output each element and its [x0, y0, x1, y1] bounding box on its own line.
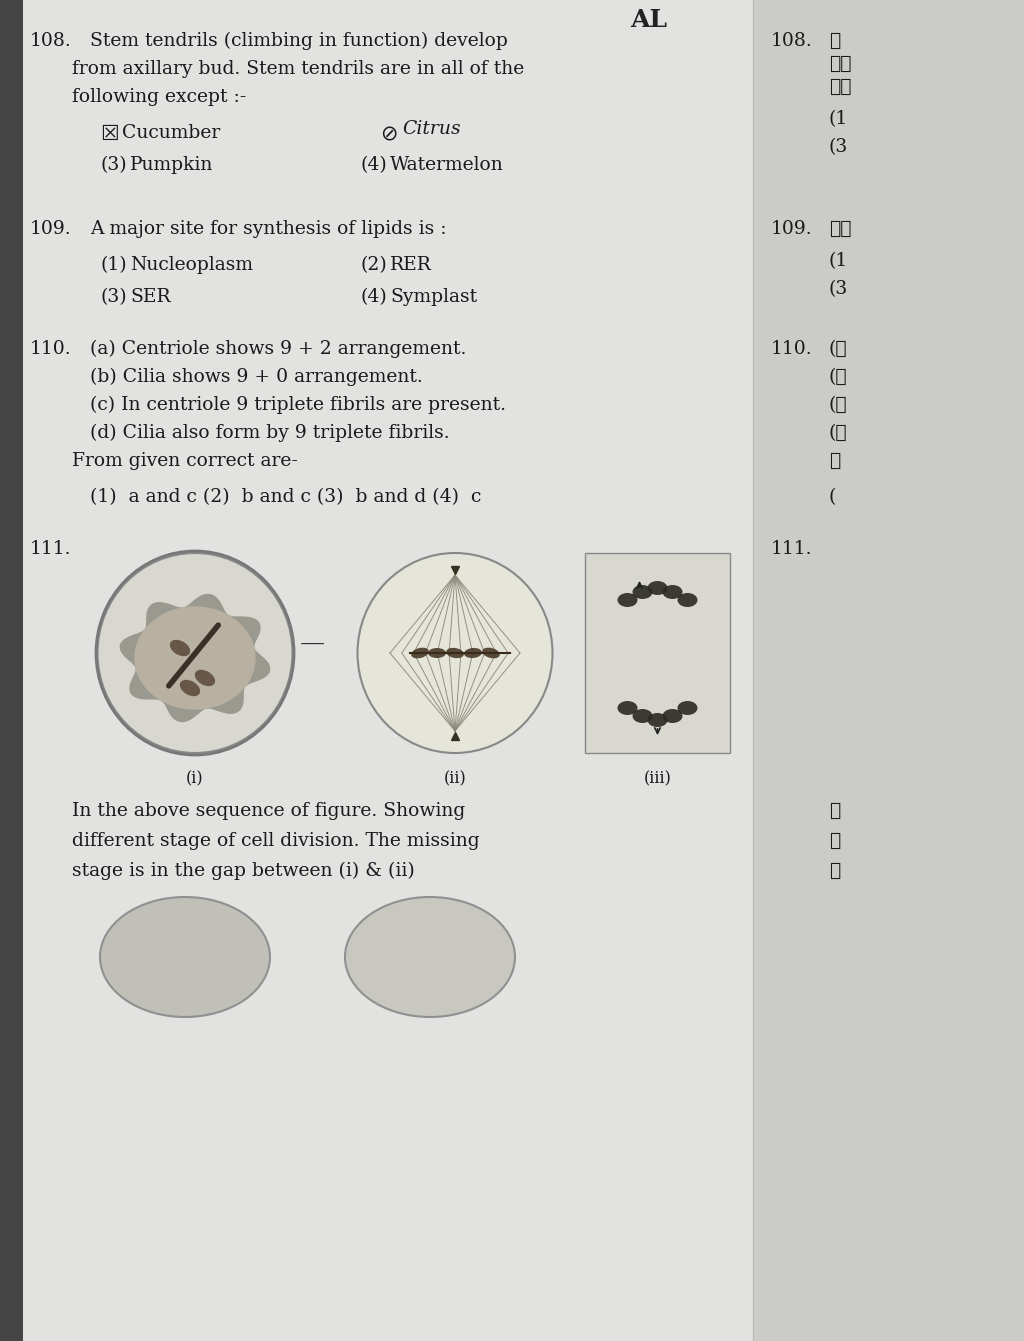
Text: Symplast: Symplast [390, 288, 477, 306]
Text: 108.: 108. [30, 32, 72, 50]
Polygon shape [120, 594, 269, 721]
Ellipse shape [412, 648, 429, 658]
Text: (3): (3) [100, 288, 127, 306]
Text: AL: AL [630, 8, 667, 32]
Text: Cucumber: Cucumber [122, 123, 220, 142]
Text: (ब: (ब [828, 367, 847, 386]
Text: From given correct are-: From given correct are- [72, 452, 298, 469]
Text: (d) Cilia also form by 9 triplete fibrils.: (d) Cilia also form by 9 triplete fibril… [90, 424, 450, 443]
Ellipse shape [633, 585, 652, 599]
Text: (4): (4) [360, 288, 387, 306]
Text: ⊘: ⊘ [380, 123, 397, 143]
Text: (1): (1) [100, 256, 127, 274]
Text: 109.: 109. [771, 220, 812, 237]
Ellipse shape [617, 701, 638, 715]
FancyBboxPatch shape [585, 552, 730, 754]
Ellipse shape [647, 713, 668, 727]
Text: 110.: 110. [30, 341, 72, 358]
Text: (c) In centriole 9 triplete fibrils are present.: (c) In centriole 9 triplete fibrils are … [90, 396, 506, 414]
Ellipse shape [464, 648, 482, 658]
Bar [753, 0, 1024, 1341]
Text: ☒: ☒ [100, 123, 119, 143]
Ellipse shape [647, 581, 668, 595]
Text: (a) Centriole shows 9 + 2 arrangement.: (a) Centriole shows 9 + 2 arrangement. [90, 341, 466, 358]
Text: 108.: 108. [771, 32, 812, 50]
Text: बा: बा [828, 220, 851, 237]
Text: 110.: 110. [771, 341, 812, 358]
Text: from axillary bud. Stem tendrils are in all of the: from axillary bud. Stem tendrils are in … [72, 60, 524, 78]
Ellipse shape [633, 709, 652, 723]
Text: Pumpkin: Pumpkin [130, 156, 213, 174]
Ellipse shape [663, 585, 683, 599]
Text: —: — [299, 632, 325, 654]
Ellipse shape [482, 648, 500, 658]
Ellipse shape [170, 640, 190, 656]
Ellipse shape [100, 897, 270, 1016]
Text: आ: आ [828, 831, 840, 850]
Text: फ: फ [828, 802, 840, 819]
Text: 109.: 109. [30, 220, 72, 237]
Text: Watermelon: Watermelon [390, 156, 504, 174]
Ellipse shape [180, 680, 200, 696]
Text: (: ( [828, 488, 836, 506]
Text: (3): (3) [100, 156, 127, 174]
Text: से: से [828, 55, 851, 72]
Text: (ii): (ii) [443, 770, 466, 787]
Text: (1: (1 [828, 252, 848, 270]
Text: (स: (स [828, 396, 847, 414]
Ellipse shape [678, 593, 697, 607]
Text: (द: (द [828, 424, 847, 443]
Ellipse shape [345, 897, 515, 1016]
Text: (1: (1 [828, 110, 848, 127]
Text: (b) Cilia shows 9 + 0 arrangement.: (b) Cilia shows 9 + 0 arrangement. [90, 367, 423, 386]
Polygon shape [135, 607, 255, 709]
Text: 111.: 111. [30, 540, 72, 558]
Bar [0, 0, 753, 1341]
Text: Stem tendrils (climbing in function) develop: Stem tendrils (climbing in function) dev… [90, 32, 508, 50]
Text: Nucleoplasm: Nucleoplasm [130, 256, 253, 274]
Text: (3: (3 [828, 280, 848, 298]
Text: In the above sequence of figure. Showing: In the above sequence of figure. Showing [72, 802, 465, 819]
Text: Citrus: Citrus [402, 119, 461, 138]
Ellipse shape [617, 593, 638, 607]
Text: (4): (4) [360, 156, 387, 174]
Text: (3: (3 [828, 138, 848, 156]
Text: उ: उ [828, 452, 840, 469]
Ellipse shape [446, 648, 464, 658]
Ellipse shape [663, 709, 683, 723]
Text: (i): (i) [186, 770, 204, 787]
Text: following except :-: following except :- [72, 89, 246, 106]
Bar [0, 0, 23, 1341]
Text: अ: अ [828, 32, 840, 50]
Ellipse shape [428, 648, 446, 658]
Ellipse shape [97, 552, 293, 754]
Text: different stage of cell division. The missing: different stage of cell division. The mi… [72, 831, 479, 850]
Text: (अ: (अ [828, 341, 847, 358]
Text: ठ: ठ [828, 862, 840, 880]
Text: (iii): (iii) [643, 770, 672, 787]
Text: stage is in the gap between (i) & (ii): stage is in the gap between (i) & (ii) [72, 862, 415, 880]
FancyArrowPatch shape [169, 625, 218, 685]
Ellipse shape [195, 669, 215, 687]
Ellipse shape [678, 701, 697, 715]
Text: 111.: 111. [771, 540, 812, 558]
Text: A major site for synthesis of lipids is :: A major site for synthesis of lipids is … [90, 220, 446, 237]
Text: RER: RER [390, 256, 432, 274]
Text: है: है [828, 78, 851, 97]
Text: (1)  a and c (2)  b and c (3)  b and d (4)  c: (1) a and c (2) b and c (3) b and d (4) … [90, 488, 481, 506]
Text: SER: SER [130, 288, 171, 306]
Text: (2): (2) [360, 256, 387, 274]
Ellipse shape [357, 552, 553, 754]
